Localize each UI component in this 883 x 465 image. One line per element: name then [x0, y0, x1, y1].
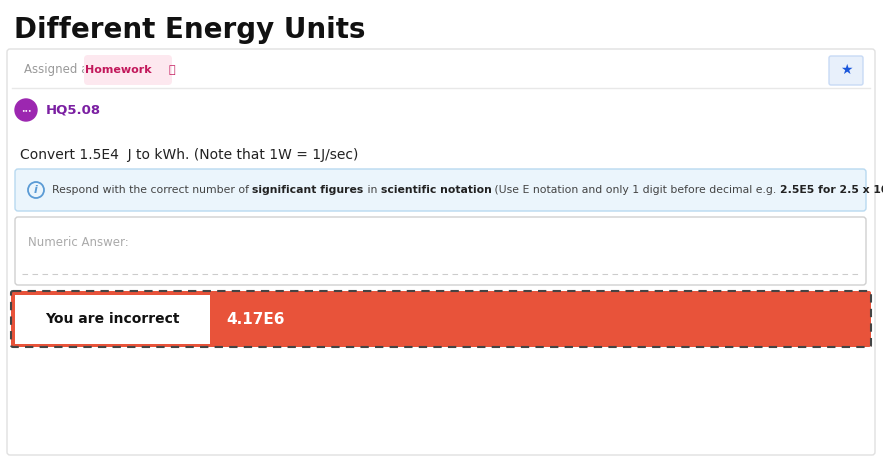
Text: Assigned as: Assigned as [24, 64, 94, 77]
Bar [14, 294, 209, 344]
Text: ⓘ: ⓘ [169, 65, 176, 75]
Text: in: in [364, 185, 381, 195]
Text: 2.5E5 for 2.5 x 10⁵: 2.5E5 for 2.5 x 10⁵ [781, 185, 883, 195]
FancyBboxPatch shape [829, 56, 863, 85]
Text: Different Energy Units: Different Energy Units [14, 16, 366, 44]
FancyBboxPatch shape [7, 49, 875, 455]
Text: You are incorrect: You are incorrect [45, 312, 179, 326]
Text: Respond with the correct number of: Respond with the correct number of [52, 185, 253, 195]
Text: •••: ••• [20, 108, 31, 113]
Text: HQ5.08: HQ5.08 [46, 104, 102, 117]
FancyBboxPatch shape [11, 291, 871, 347]
Text: scientific notation: scientific notation [381, 185, 492, 195]
Text: (Use E notation and only 1 digit before decimal e.g.: (Use E notation and only 1 digit before … [492, 185, 781, 195]
Text: significant figures: significant figures [253, 185, 364, 195]
Text: i: i [34, 185, 38, 195]
FancyBboxPatch shape [15, 169, 866, 211]
Text: Numeric Answer:: Numeric Answer: [28, 235, 129, 248]
FancyBboxPatch shape [15, 217, 866, 285]
Text: ★: ★ [840, 63, 852, 77]
FancyBboxPatch shape [84, 55, 172, 85]
Text: Convert 1.5E4  J to kWh. (Note that 1W = 1J/sec): Convert 1.5E4 J to kWh. (Note that 1W = … [20, 148, 358, 162]
Circle shape [15, 99, 37, 121]
Text: 4.17E6: 4.17E6 [226, 312, 284, 326]
Text: Homework: Homework [85, 65, 151, 75]
